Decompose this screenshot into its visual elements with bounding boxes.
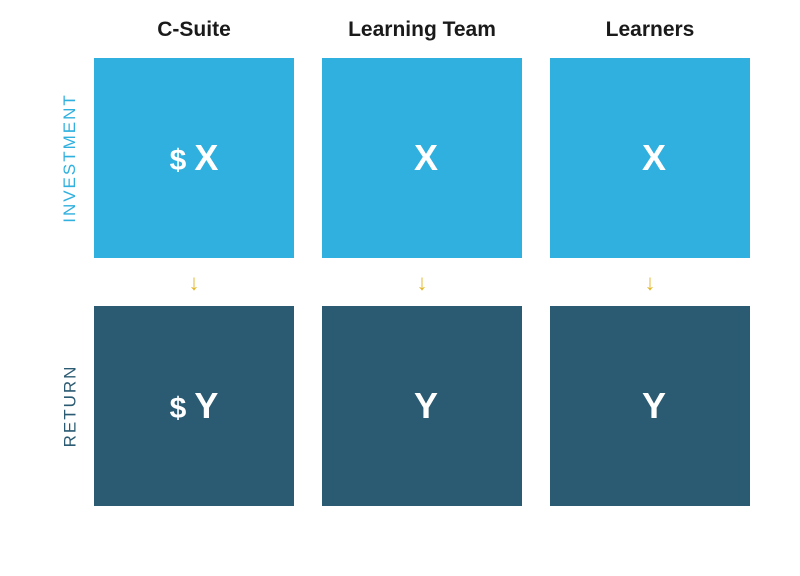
box-prefix: $ bbox=[170, 392, 187, 426]
box-return-learners: Y bbox=[550, 306, 750, 506]
col-header-learners: Learners bbox=[550, 18, 750, 42]
row-label-return: RETURN bbox=[58, 306, 82, 506]
arrow-down-icon: ↓ bbox=[645, 272, 656, 294]
box-value: X bbox=[414, 137, 438, 179]
box-investment-csuite: $ X bbox=[94, 58, 294, 258]
box-value: X bbox=[642, 137, 666, 179]
arrow-cell: ↓ bbox=[94, 272, 294, 294]
column-headers: C-Suite Learning Team Learners bbox=[94, 18, 770, 42]
box-investment-learners: X bbox=[550, 58, 750, 258]
box-value: X bbox=[194, 137, 218, 179]
row-return: RETURN $ Y Y Y bbox=[58, 306, 770, 506]
box-prefix: $ bbox=[170, 144, 187, 178]
col-header-csuite: C-Suite bbox=[94, 18, 294, 42]
arrow-down-icon: ↓ bbox=[417, 272, 428, 294]
arrow-cell: ↓ bbox=[550, 272, 750, 294]
box-investment-learning-team: X bbox=[322, 58, 522, 258]
col-header-learning-team: Learning Team bbox=[322, 18, 522, 42]
box-return-csuite: $ Y bbox=[94, 306, 294, 506]
diagram-container: C-Suite Learning Team Learners INVESTMEN… bbox=[58, 18, 770, 506]
return-boxes: $ Y Y Y bbox=[94, 306, 750, 506]
arrow-down-icon: ↓ bbox=[189, 272, 200, 294]
row-label-return-text: RETURN bbox=[60, 365, 80, 448]
box-value: Y bbox=[194, 385, 218, 427]
box-value: Y bbox=[642, 385, 666, 427]
row-investment: INVESTMENT $ X X X bbox=[58, 58, 770, 258]
arrows-row: ↓ ↓ ↓ bbox=[94, 272, 770, 294]
investment-boxes: $ X X X bbox=[94, 58, 750, 258]
row-label-investment-text: INVESTMENT bbox=[60, 93, 80, 223]
box-value: Y bbox=[414, 385, 438, 427]
box-return-learning-team: Y bbox=[322, 306, 522, 506]
row-label-investment: INVESTMENT bbox=[58, 58, 82, 258]
arrow-cell: ↓ bbox=[322, 272, 522, 294]
